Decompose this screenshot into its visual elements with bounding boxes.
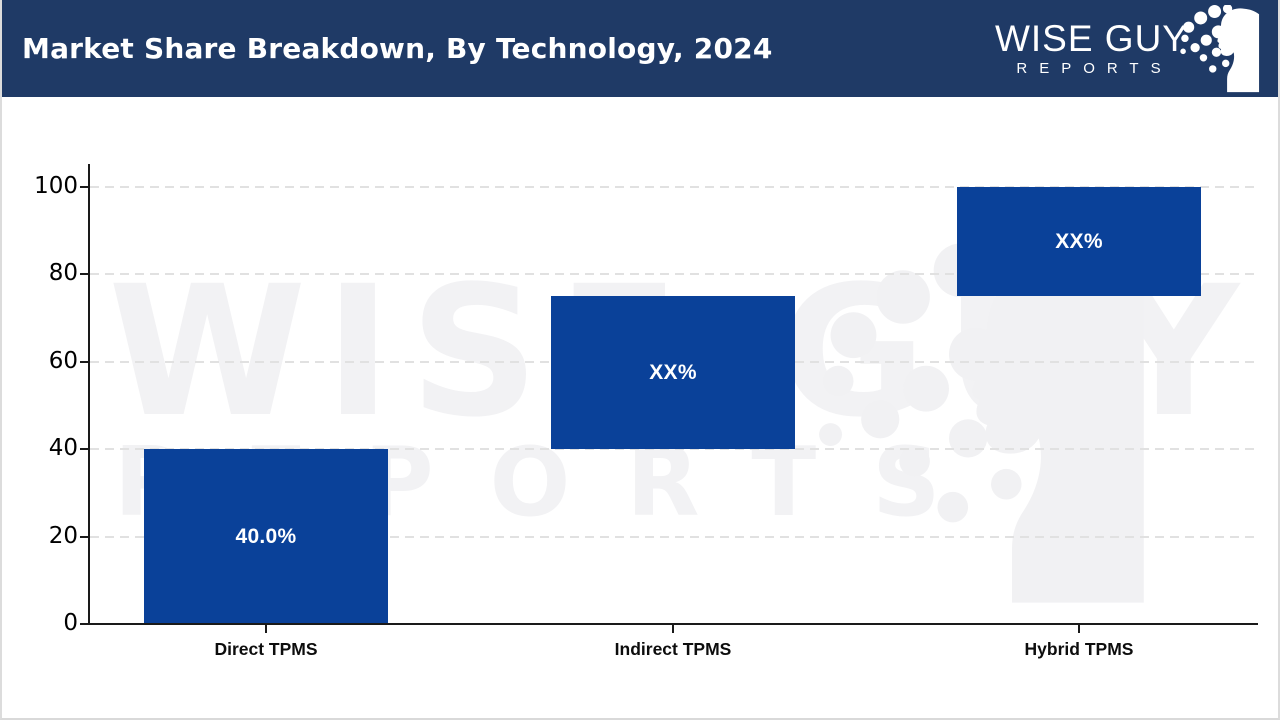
bar-value-label: 40.0% — [235, 524, 297, 548]
y-tick-label-20: 20 — [48, 522, 78, 549]
brand-logo: WISE GUY REPORTS — [995, 4, 1270, 93]
bar-value-label: XX% — [649, 360, 697, 384]
x-axis-label-indirect-tpms: Indirect TPMS — [614, 639, 732, 659]
page-title: Market Share Breakdown, By Technology, 2… — [22, 32, 773, 65]
gridline-y-100 — [90, 186, 1255, 188]
y-tick-label-80: 80 — [48, 260, 78, 287]
y-tick-label-60: 60 — [48, 347, 78, 374]
y-tick-mark-60 — [80, 360, 88, 363]
y-tick-label-0: 0 — [63, 610, 78, 636]
bar-value-label: XX% — [1055, 229, 1103, 253]
brand-dotted-head-icon — [1180, 4, 1260, 92]
brand-wordmark: WISE GUY REPORTS — [995, 20, 1188, 77]
bar-hybrid-tpms: XX% — [957, 187, 1201, 297]
bar-indirect-tpms: XX% — [551, 296, 795, 450]
y-tick-label-40: 40 — [48, 435, 78, 462]
y-axis-spine — [88, 164, 90, 625]
y-tick-mark-40 — [80, 448, 88, 451]
gridline-y-80 — [90, 273, 1255, 276]
y-tick-mark-20 — [80, 535, 88, 538]
x-axis-label-direct-tpms: Direct TPMS — [214, 639, 318, 659]
y-tick-mark-100 — [80, 186, 88, 188]
y-tick-mark-80 — [80, 273, 88, 276]
x-tick-mark-3 — [1078, 625, 1080, 633]
brand-name: WISE GUY — [994, 18, 1188, 59]
header-bar: Market Share Breakdown, By Technology, 2… — [2, 0, 1278, 97]
x-axis-spine — [88, 623, 1258, 625]
x-axis-label-hybrid-tpms: Hybrid TPMS — [1024, 639, 1134, 659]
y-tick-label-100: 100 — [34, 173, 78, 199]
y-tick-mark-0 — [80, 623, 88, 625]
x-tick-mark-1 — [265, 625, 267, 633]
bar-direct-tpms: 40.0% — [144, 449, 388, 624]
gridline-y-40 — [90, 448, 1255, 451]
brand-subname: REPORTS — [1016, 60, 1173, 77]
gridline-y-20 — [90, 535, 1255, 538]
x-tick-mark-2 — [672, 625, 674, 633]
